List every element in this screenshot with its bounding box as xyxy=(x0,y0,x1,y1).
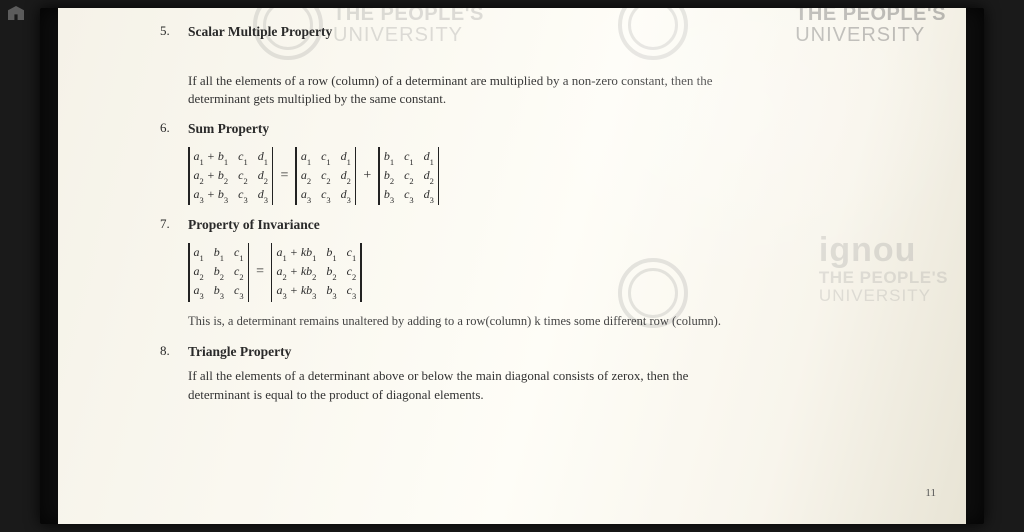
matrix-cell: c1 xyxy=(234,244,244,263)
matrix-cell: a1 + kb1 xyxy=(276,244,316,263)
matrix-cell: c1 xyxy=(347,244,357,263)
prop7-equation: a1 b1 c1 a2 b2 c2 a3 b3 c3 = a1 + kb1 b1 c1 a2 + kb… xyxy=(188,243,916,302)
matrix-cell: c3 xyxy=(238,186,248,205)
matrix-cell: d2 xyxy=(258,167,268,186)
matrix-cell: c3 xyxy=(404,186,414,205)
matrix-cell: a2 xyxy=(194,263,204,282)
property-5: 5. Scalar Multiple Property If all the e… xyxy=(188,22,916,109)
matrix-cell: c1 xyxy=(238,148,248,167)
matrix-cell: a3 xyxy=(194,282,204,301)
prop6-number: 6. xyxy=(160,119,170,138)
prop6-det-r1: a1 c1 d1 a2 c2 d2 a3 c3 d3 xyxy=(295,147,356,206)
equals-sign-7: = xyxy=(253,262,267,282)
equals-sign: = xyxy=(277,166,291,186)
matrix-cell: a3 + b3 xyxy=(194,186,229,205)
matrix-cell: d1 xyxy=(424,148,434,167)
matrix-cell: a3 xyxy=(301,186,311,205)
matrix-cell: c1 xyxy=(321,148,331,167)
matrix-cell: b1 xyxy=(326,244,336,263)
matrix-cell: c3 xyxy=(321,186,331,205)
matrix-cell: b1 xyxy=(214,244,224,263)
prop8-number: 8. xyxy=(160,342,170,361)
matrix-cell: d1 xyxy=(258,148,268,167)
plus-sign: + xyxy=(360,166,374,186)
matrix-cell: a2 + b2 xyxy=(194,167,229,186)
matrix-cell: d3 xyxy=(424,186,434,205)
matrix-cell: d2 xyxy=(341,167,351,186)
matrix-cell: a2 + kb2 xyxy=(276,263,316,282)
matrix-cell: d3 xyxy=(258,186,268,205)
prop7-title: Property of Invariance xyxy=(188,215,916,235)
prop6-title: Sum Property xyxy=(188,119,916,139)
matrix-cell: c2 xyxy=(321,167,331,186)
matrix-cell: b3 xyxy=(214,282,224,301)
matrix-cell: a2 xyxy=(301,167,311,186)
prop5-body: If all the elements of a row (column) of… xyxy=(188,72,748,110)
prop7-note: This is, a determinant remains unaltered… xyxy=(188,312,748,330)
matrix-cell: c3 xyxy=(234,282,244,301)
matrix-cell: c2 xyxy=(238,167,248,186)
prop7-det-left: a1 b1 c1 a2 b2 c2 a3 b3 c3 xyxy=(188,243,249,302)
prop8-title: Triangle Property xyxy=(188,342,916,362)
matrix-cell: c2 xyxy=(404,167,414,186)
prop6-det-r2: b1 c1 d1 b2 c2 d2 b3 c3 d3 xyxy=(378,147,439,206)
matrix-cell: a3 + kb3 xyxy=(276,282,316,301)
matrix-cell: c1 xyxy=(404,148,414,167)
matrix-cell: a1 xyxy=(194,244,204,263)
prop7-number: 7. xyxy=(160,215,170,234)
property-6: 6. Sum Property a1 + b1c1d1a2 + b2c2d2a3… xyxy=(188,119,916,205)
matrix-cell: d3 xyxy=(341,186,351,205)
matrix-cell: d1 xyxy=(341,148,351,167)
matrix-cell: b1 xyxy=(384,148,394,167)
matrix-cell: b2 xyxy=(384,167,394,186)
matrix-cell: b3 xyxy=(384,186,394,205)
document-page: THE PEOPLE'S UNIVERSITY THE PEOPLE'S UNI… xyxy=(58,8,966,524)
matrix-cell: c2 xyxy=(347,263,357,282)
matrix-cell: b2 xyxy=(326,263,336,282)
property-7: 7. Property of Invariance a1b1c1a2b2c2a3… xyxy=(188,215,916,329)
matrix-cell: c2 xyxy=(234,263,244,282)
property-8: 8. Triangle Property If all the elements… xyxy=(188,342,916,405)
photo-frame: THE PEOPLE'S UNIVERSITY THE PEOPLE'S UNI… xyxy=(40,8,984,524)
prop5-number: 5. xyxy=(160,22,170,41)
matrix-cell: d2 xyxy=(424,167,434,186)
prop7-det-right: a1 + kb1 b1 c1 a2 + kb2 b2 c2 a3 + kb3 b3 c3 xyxy=(271,243,362,302)
matrix-cell: b3 xyxy=(326,282,336,301)
page-number: 11 xyxy=(925,486,936,502)
prop8-body: If all the elements of a determinant abo… xyxy=(188,367,748,405)
matrix-cell: c3 xyxy=(347,282,357,301)
window-corner-icon xyxy=(8,6,24,20)
prop5-title: Scalar Multiple Property xyxy=(188,22,916,42)
prop6-det-left: a1 + b1 c1 d1 a2 + b2 c2 d2 a3 + b3 c3 d3 xyxy=(188,147,273,206)
matrix-cell: a1 xyxy=(301,148,311,167)
matrix-cell: b2 xyxy=(214,263,224,282)
matrix-cell: a1 + b1 xyxy=(194,148,229,167)
prop6-equation: a1 + b1 c1 d1 a2 + b2 c2 d2 a3 + b3 c3 d3 = a1 c1… xyxy=(188,147,916,206)
